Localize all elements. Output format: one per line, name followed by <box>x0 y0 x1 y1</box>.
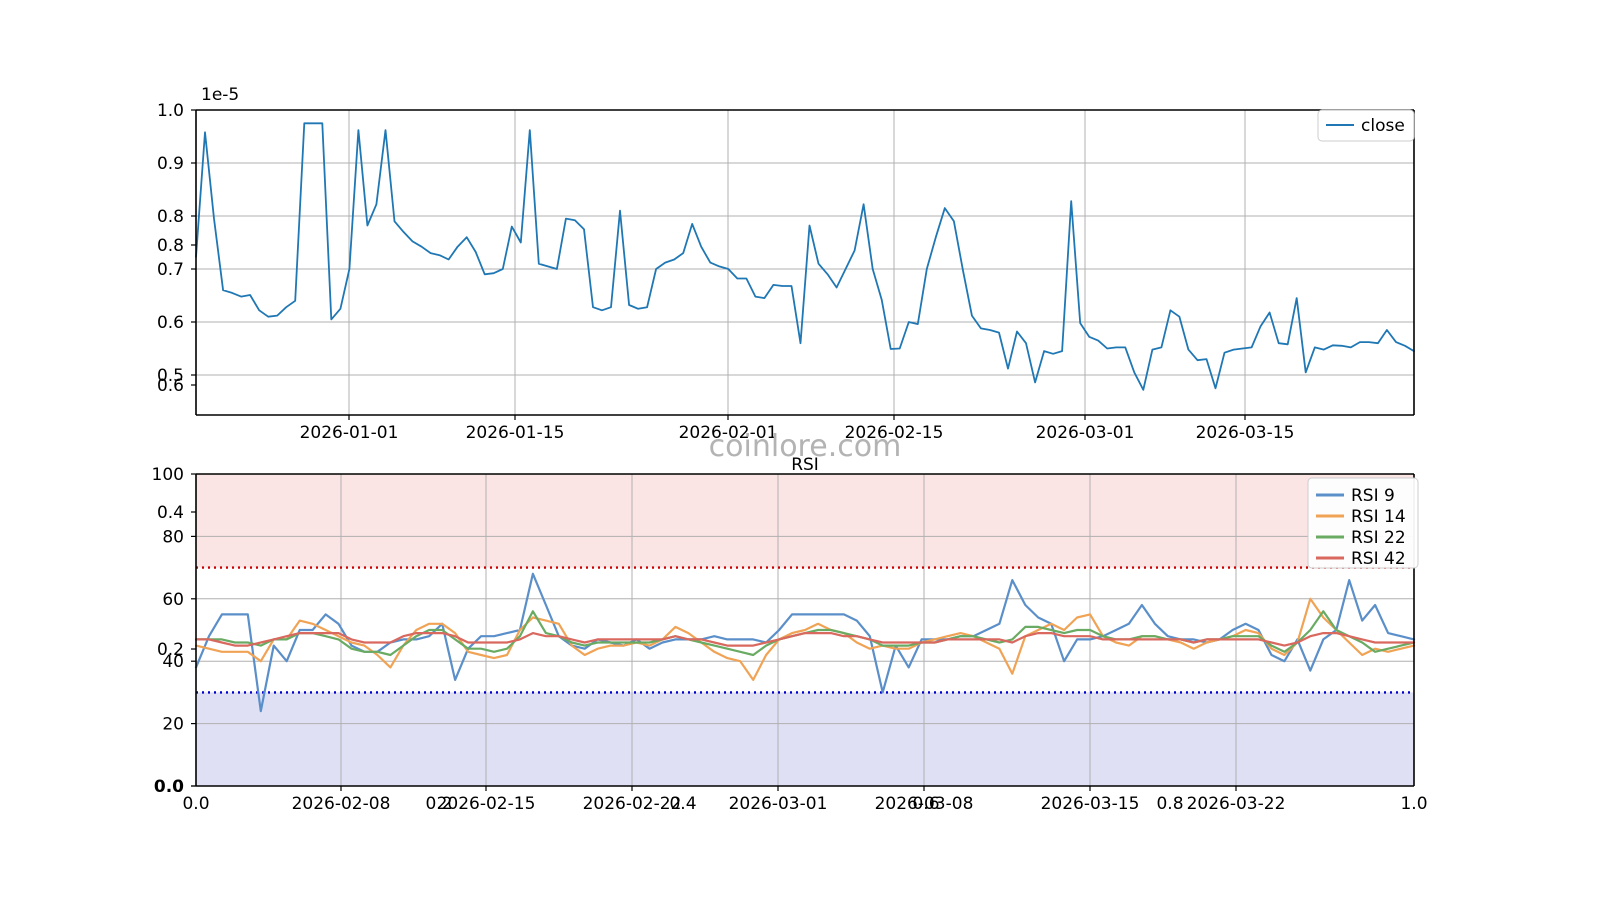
price-ytick-label-secondary: 0.8 <box>157 236 184 256</box>
rsi-ytick-label: 0 <box>173 777 184 797</box>
rsi-xtick-label: 2026-03-15 <box>1041 794 1140 814</box>
rsi-xtick-label-secondary: 1.0 <box>1400 794 1427 814</box>
price-ytick-label: 0.7 <box>157 260 184 280</box>
rsi-xtick-label-secondary: 0.4 <box>669 794 696 814</box>
price-xtick-label: 2026-01-01 <box>300 423 399 443</box>
price-ytick-label-secondary: 0.6 <box>157 376 184 396</box>
watermark-coinlore: coinlore.com <box>709 429 902 464</box>
rsi-legend-box <box>1307 477 1419 569</box>
price-ytick-label: 0.8 <box>157 207 184 227</box>
price-yaxis-offset-label: 1e-5 <box>201 85 239 105</box>
rsi-ytick-label: 100 <box>152 465 184 485</box>
price-legend: close <box>1317 109 1415 142</box>
price-xtick-label: 2026-01-15 <box>466 423 565 443</box>
price-legend-label-close: close <box>1361 116 1405 136</box>
rsi-legend-label-rsi-14: RSI 14 <box>1351 507 1406 527</box>
rsi-xtick-label: 2026-02-22 <box>583 794 682 814</box>
rsi-xtick-label-secondary: 0.2 <box>425 794 452 814</box>
rsi-oversold-band <box>196 692 1414 786</box>
price-xtick-label: 2026-02-01 <box>679 423 778 443</box>
rsi-xtick-label: 2026-03-08 <box>875 794 974 814</box>
rsi-panel-title: RSI <box>791 455 819 475</box>
rsi-xtick-label: 2026-03-01 <box>729 794 828 814</box>
rsi-xtick-label: 2026-03-22 <box>1187 794 1286 814</box>
rsi-xtick-label-secondary: 0.8 <box>1156 794 1183 814</box>
rsi-ytick-label-secondary: 0.4 <box>157 503 184 523</box>
rsi-legend-label-rsi-42: RSI 42 <box>1351 549 1406 569</box>
rsi-line-rsi-42 <box>194 631 1416 647</box>
price-legend-box <box>1317 109 1415 142</box>
price-line-close <box>195 122 1415 391</box>
rsi-ytick-label: 60 <box>162 590 184 610</box>
price-ytick-label: 0.6 <box>157 313 184 333</box>
rsi-line-rsi-14 <box>194 597 1416 682</box>
rsi-ytick-label: 40 <box>162 652 184 672</box>
rsi-overbought-band <box>196 474 1414 568</box>
price-ytick-label: 0.9 <box>157 154 184 174</box>
rsi-panel: 100 80 60 40 20 0 0.4 0.2 0.0 2026-02-08 2026-02-1… <box>152 465 1428 814</box>
rsi-ytick-label: 20 <box>162 715 184 735</box>
rsi-xtick-label-secondary: 0.0 <box>182 794 209 814</box>
rsi-ytick-label-secondary: 0.2 <box>157 640 184 660</box>
price-plot-background <box>196 110 1414 415</box>
rsi-ytick-label: 80 <box>162 527 184 547</box>
price-ytick-label: 1.0 <box>157 101 184 121</box>
rsi-legend-label-rsi-9: RSI 9 <box>1351 486 1395 506</box>
rsi-xtick-label-secondary: 0.6 <box>912 794 939 814</box>
rsi-xtick-label: 2026-02-15 <box>437 794 536 814</box>
price-xtick-label: 2026-03-15 <box>1196 423 1295 443</box>
price-xtick-label: 2026-03-01 <box>1036 423 1135 443</box>
price-xtick-label: 2026-02-15 <box>845 423 944 443</box>
rsi-xtick-label: 2026-02-08 <box>292 794 391 814</box>
rsi-ytick-label-secondary: 0.0 <box>154 777 184 797</box>
rsi-legend-label-rsi-22: RSI 22 <box>1351 528 1406 548</box>
price-ytick-label: 0.5 <box>157 366 184 386</box>
